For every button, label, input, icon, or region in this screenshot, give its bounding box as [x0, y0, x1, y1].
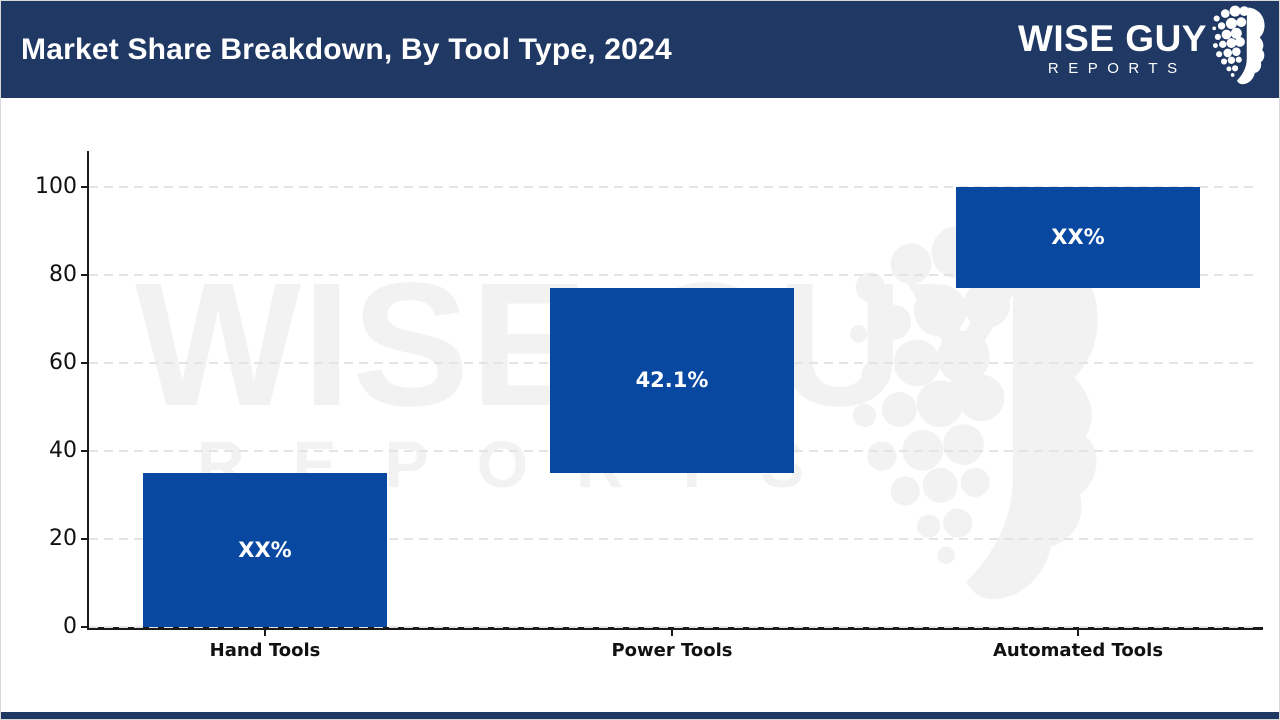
y-tick-mark	[81, 538, 89, 540]
y-tick-mark	[81, 274, 89, 276]
x-axis-line	[87, 627, 1263, 630]
y-tick-mark	[81, 186, 89, 188]
brand-name: WISE GUY	[1017, 17, 1207, 59]
gridline	[89, 186, 1253, 188]
brand-logo-text: WISE GUY REPORTS	[1018, 20, 1207, 77]
y-tick-label: 100	[35, 174, 77, 199]
y-tick-label: 60	[49, 350, 77, 375]
gridline	[89, 626, 1253, 628]
y-tick-mark	[81, 450, 89, 452]
brand-head-icon	[1212, 5, 1265, 85]
bar: XX%	[956, 187, 1200, 288]
y-tick-mark	[81, 626, 89, 628]
bar-value-label: XX%	[238, 538, 292, 562]
bar: 42.1%	[550, 287, 794, 473]
x-tick-mark	[264, 629, 266, 636]
x-axis-category-label: Power Tools	[611, 640, 733, 661]
x-axis-category-label: Automated Tools	[992, 640, 1164, 661]
bar-value-label: 42.1%	[635, 368, 709, 393]
bar-value-label: XX%	[1051, 225, 1105, 250]
header-bar: Market Share Breakdown, By Tool Type, 20…	[1, 1, 1279, 98]
brand-subtitle: REPORTS	[1047, 59, 1187, 77]
footer-bar	[1, 712, 1279, 719]
page-title: Market Share Breakdown, By Tool Type, 20…	[21, 32, 672, 66]
y-tick-mark	[81, 362, 89, 364]
y-axis-line	[87, 151, 89, 629]
y-tick-label: 0	[63, 614, 77, 639]
x-tick-mark	[671, 629, 673, 636]
x-tick-mark	[1077, 629, 1079, 636]
gridline	[89, 538, 1253, 540]
bar: XX%	[143, 473, 387, 627]
gridline	[89, 274, 1253, 276]
y-tick-label: 40	[49, 438, 77, 463]
brand-logo: WISE GUY REPORTS	[1018, 5, 1271, 91]
y-tick-label: 20	[49, 526, 77, 551]
y-tick-label: 80	[49, 262, 77, 287]
x-axis-category-label: Hand Tools	[209, 640, 321, 661]
